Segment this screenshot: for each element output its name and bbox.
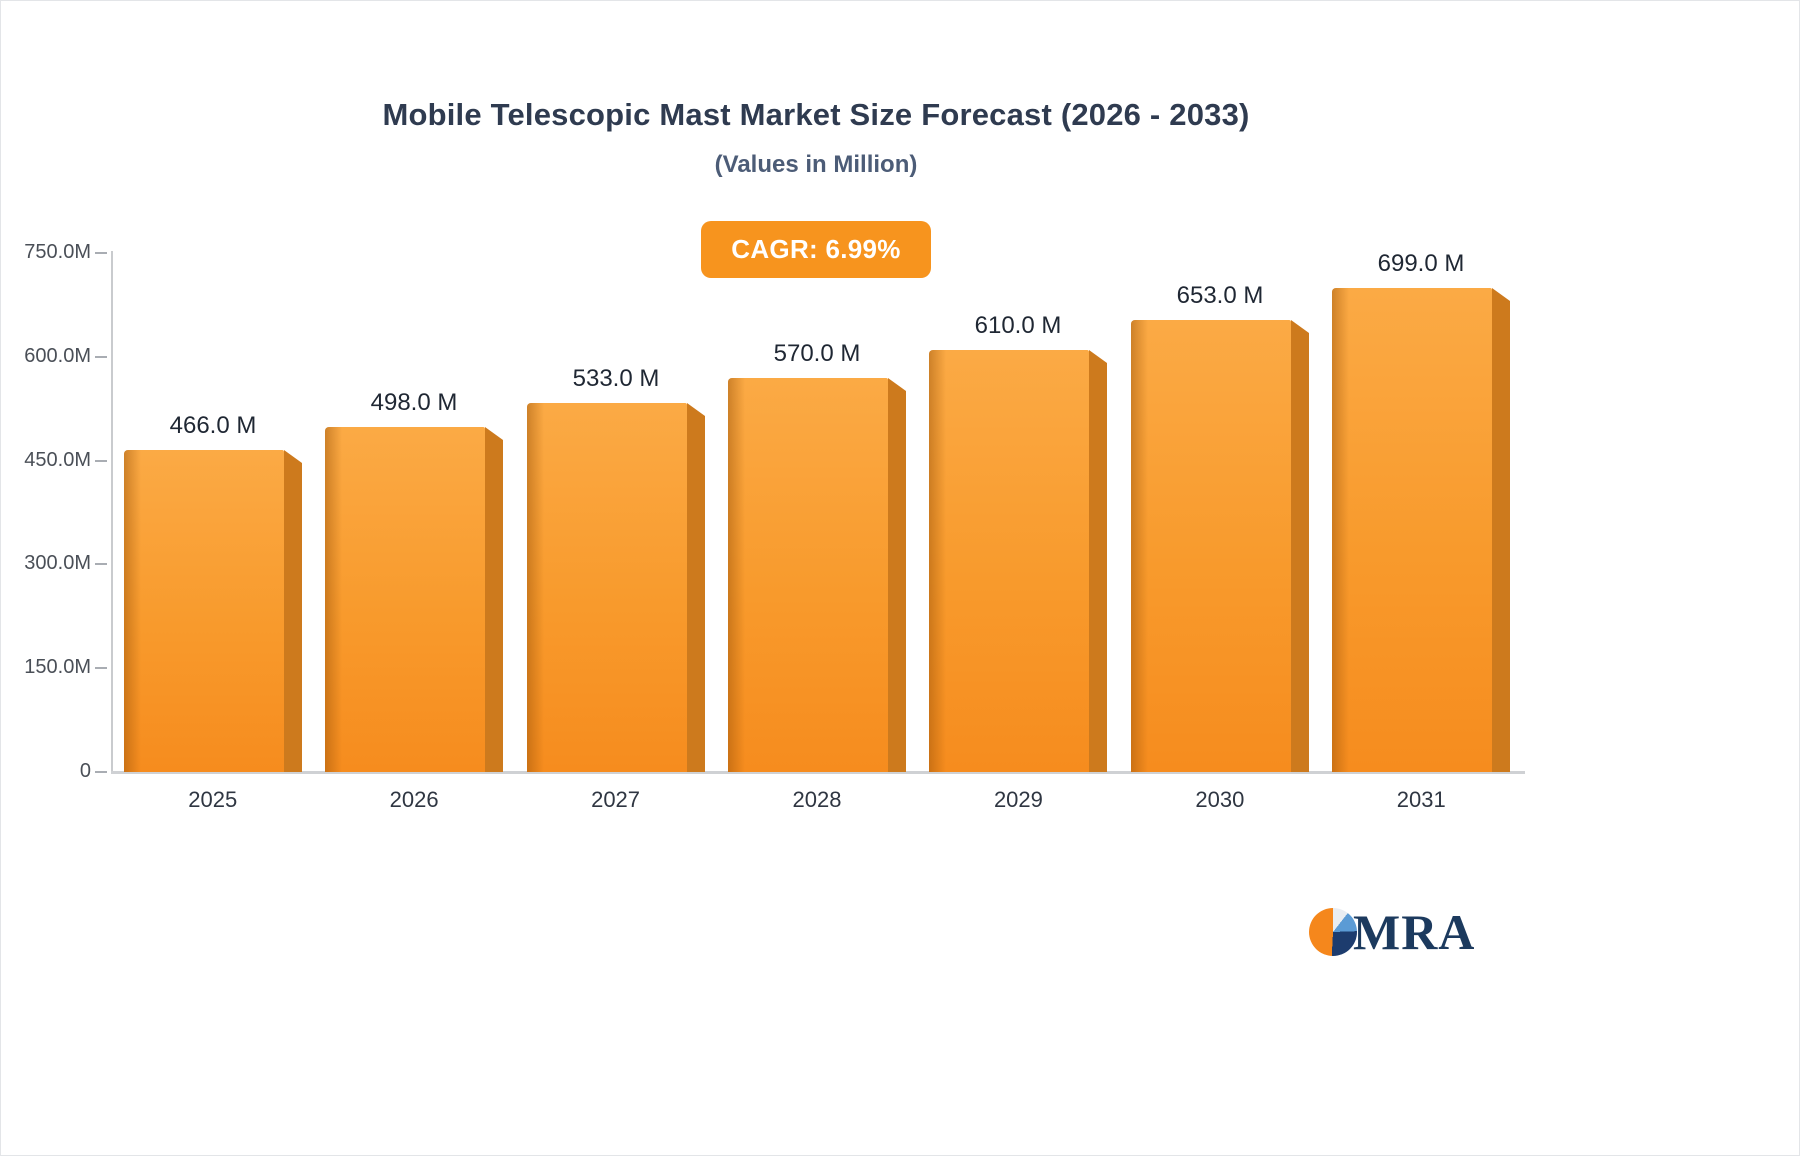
y-axis-tick <box>95 459 107 462</box>
bar-left-shade <box>527 403 544 772</box>
cagr-badge: CAGR: 6.99% <box>701 221 931 278</box>
bar-side <box>485 427 503 772</box>
bar-side <box>1492 288 1510 772</box>
mra-logo-text: MRA <box>1353 904 1476 960</box>
bar-front <box>124 450 284 772</box>
y-axis-label: 300.0M <box>24 552 91 575</box>
y-axis-label: 450.0M <box>24 448 91 471</box>
bar-group-2025: 466.0 M <box>124 253 302 772</box>
bar-value-label: 466.0 M <box>169 412 257 439</box>
x-axis-label: 2028 <box>792 787 842 812</box>
bar-value-label: 498.0 M <box>370 389 458 416</box>
plot-area: 466.0 M 498.0 M 533.0 M 570.0 M 610.0 M 653.0… <box>112 250 1522 772</box>
bar-value-label: 653.0 M <box>1176 282 1264 309</box>
bar-group-2027: 533.0 M <box>527 253 705 772</box>
bar-value-label: 699.0 M <box>1377 250 1465 277</box>
x-axis-label: 2026 <box>389 787 439 812</box>
y-axis-tick <box>95 667 107 670</box>
y-axis-label: 600.0M <box>24 344 91 367</box>
y-axis-line <box>111 251 113 773</box>
chart-title: Mobile Telescopic Mast Market Size Forec… <box>382 97 1250 132</box>
bar-value-label: 533.0 M <box>572 365 660 392</box>
x-axis-label: 2025 <box>188 787 238 812</box>
bar-left-shade <box>1332 288 1349 772</box>
bar-group-2029: 610.0 M <box>929 253 1107 772</box>
x-axis-label: 2027 <box>591 787 641 812</box>
y-axis-label: 150.0M <box>24 656 91 679</box>
bar-left-shade <box>1131 320 1148 772</box>
bar-value-label: 570.0 M <box>773 340 861 367</box>
y-axis-tick <box>95 355 107 358</box>
mra-logo: MRA <box>1309 903 1475 961</box>
bar-side <box>284 450 302 772</box>
x-axis-line <box>111 771 1525 774</box>
bar-front <box>728 378 888 772</box>
bar-front <box>1332 288 1492 772</box>
bar-side <box>1291 320 1309 772</box>
bar-group-2028: 570.0 M <box>728 253 906 772</box>
x-axis-label: 2029 <box>993 787 1043 812</box>
chart-header: Mobile Telescopic Mast Market Size Forec… <box>1 1 1631 278</box>
y-axis-tick <box>95 563 107 566</box>
bar-front <box>1131 320 1291 772</box>
bar-group-2031: 699.0 M <box>1332 250 1510 772</box>
x-axis-label: 2031 <box>1396 787 1446 812</box>
bar-left-shade <box>728 378 745 772</box>
bar-front <box>929 350 1089 772</box>
bar-side <box>1089 350 1107 772</box>
bar-left-shade <box>929 350 946 772</box>
mra-logo-pie-icon <box>1309 908 1357 956</box>
chart-subtitle: (Values in Million) <box>714 151 918 178</box>
bar-side <box>888 378 906 772</box>
y-axis-tick <box>95 252 107 254</box>
bar-side <box>687 403 705 772</box>
x-axis-label: 2030 <box>1195 787 1245 812</box>
y-axis-tick <box>95 771 107 773</box>
y-axis-label: 0 <box>79 760 91 782</box>
bar-front <box>527 403 687 772</box>
bar-group-2030: 653.0 M <box>1131 253 1309 772</box>
y-axis-label: 750.0M <box>24 241 91 263</box>
bar-left-shade <box>124 450 141 772</box>
bar-left-shade <box>325 427 342 772</box>
bar-group-2026: 498.0 M <box>325 253 503 772</box>
bar-value-label: 610.0 M <box>974 312 1062 339</box>
bar-front <box>325 427 485 772</box>
